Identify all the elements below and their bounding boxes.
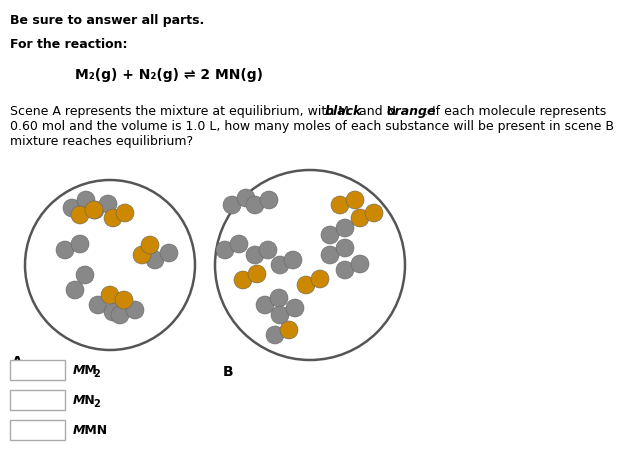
Circle shape — [271, 306, 289, 324]
Circle shape — [126, 301, 144, 319]
Text: B: B — [223, 365, 234, 379]
Circle shape — [256, 296, 274, 314]
Text: Scene A represents the mixture at equilibrium, with M: Scene A represents the mixture at equili… — [10, 105, 353, 118]
Text: orange: orange — [387, 105, 436, 118]
Circle shape — [76, 266, 94, 284]
Circle shape — [101, 286, 119, 304]
Text: N: N — [80, 393, 95, 406]
Text: M: M — [80, 364, 97, 377]
Text: 0.60 mol and the volume is 1.0 L, how many moles of each substance will be prese: 0.60 mol and the volume is 1.0 L, how ma… — [10, 120, 618, 133]
Circle shape — [297, 276, 315, 294]
Circle shape — [336, 239, 354, 257]
FancyBboxPatch shape — [10, 360, 65, 380]
Text: 2: 2 — [93, 369, 99, 379]
Circle shape — [77, 191, 95, 209]
Circle shape — [141, 236, 159, 254]
Text: M: M — [73, 364, 85, 377]
Circle shape — [266, 326, 284, 344]
Circle shape — [99, 195, 117, 213]
Text: and N: and N — [355, 105, 400, 118]
Circle shape — [351, 255, 369, 273]
Circle shape — [259, 241, 277, 259]
Circle shape — [246, 246, 264, 264]
Circle shape — [270, 289, 288, 307]
Text: For the reaction:: For the reaction: — [10, 38, 127, 51]
Circle shape — [111, 306, 129, 324]
Circle shape — [321, 226, 339, 244]
Circle shape — [280, 321, 298, 339]
Circle shape — [56, 241, 74, 259]
Circle shape — [85, 201, 103, 219]
Circle shape — [230, 235, 248, 253]
Text: 1.16: 1.16 — [23, 393, 51, 406]
Text: A: A — [12, 355, 23, 369]
Circle shape — [321, 246, 339, 264]
Text: black: black — [325, 105, 362, 118]
Circle shape — [71, 235, 89, 253]
Text: M: M — [73, 423, 85, 436]
Text: . If each molecule represents: . If each molecule represents — [424, 105, 606, 118]
Circle shape — [216, 241, 234, 259]
Circle shape — [234, 271, 252, 289]
Circle shape — [104, 209, 122, 227]
Text: mixture reaches equilibrium?: mixture reaches equilibrium? — [10, 135, 193, 148]
Circle shape — [116, 204, 134, 222]
Circle shape — [115, 291, 133, 309]
Circle shape — [311, 270, 329, 288]
Circle shape — [63, 199, 81, 217]
Circle shape — [146, 251, 164, 269]
Circle shape — [89, 296, 107, 314]
Text: 2.00: 2.00 — [23, 423, 51, 436]
Text: Be sure to answer all parts.: Be sure to answer all parts. — [10, 14, 205, 27]
Circle shape — [223, 196, 241, 214]
Circle shape — [336, 219, 354, 237]
Circle shape — [286, 299, 304, 317]
Circle shape — [237, 189, 255, 207]
Text: M₂(g) + N₂(g) ⇌ 2 MN(g): M₂(g) + N₂(g) ⇌ 2 MN(g) — [75, 68, 263, 82]
Circle shape — [331, 196, 349, 214]
Circle shape — [260, 191, 278, 209]
Circle shape — [336, 261, 354, 279]
Circle shape — [104, 303, 122, 321]
FancyBboxPatch shape — [10, 420, 65, 440]
Circle shape — [284, 251, 302, 269]
FancyBboxPatch shape — [10, 390, 65, 410]
Circle shape — [248, 265, 266, 283]
Text: MN: MN — [80, 423, 107, 436]
Circle shape — [66, 281, 84, 299]
Text: 2.60: 2.60 — [23, 364, 51, 377]
Circle shape — [71, 206, 89, 224]
Circle shape — [271, 256, 289, 274]
Circle shape — [365, 204, 383, 222]
Circle shape — [86, 201, 104, 219]
Circle shape — [351, 209, 369, 227]
Text: 2: 2 — [93, 399, 99, 409]
Circle shape — [160, 244, 178, 262]
Circle shape — [133, 246, 151, 264]
Circle shape — [246, 196, 264, 214]
Circle shape — [346, 191, 364, 209]
Text: M: M — [73, 393, 85, 406]
